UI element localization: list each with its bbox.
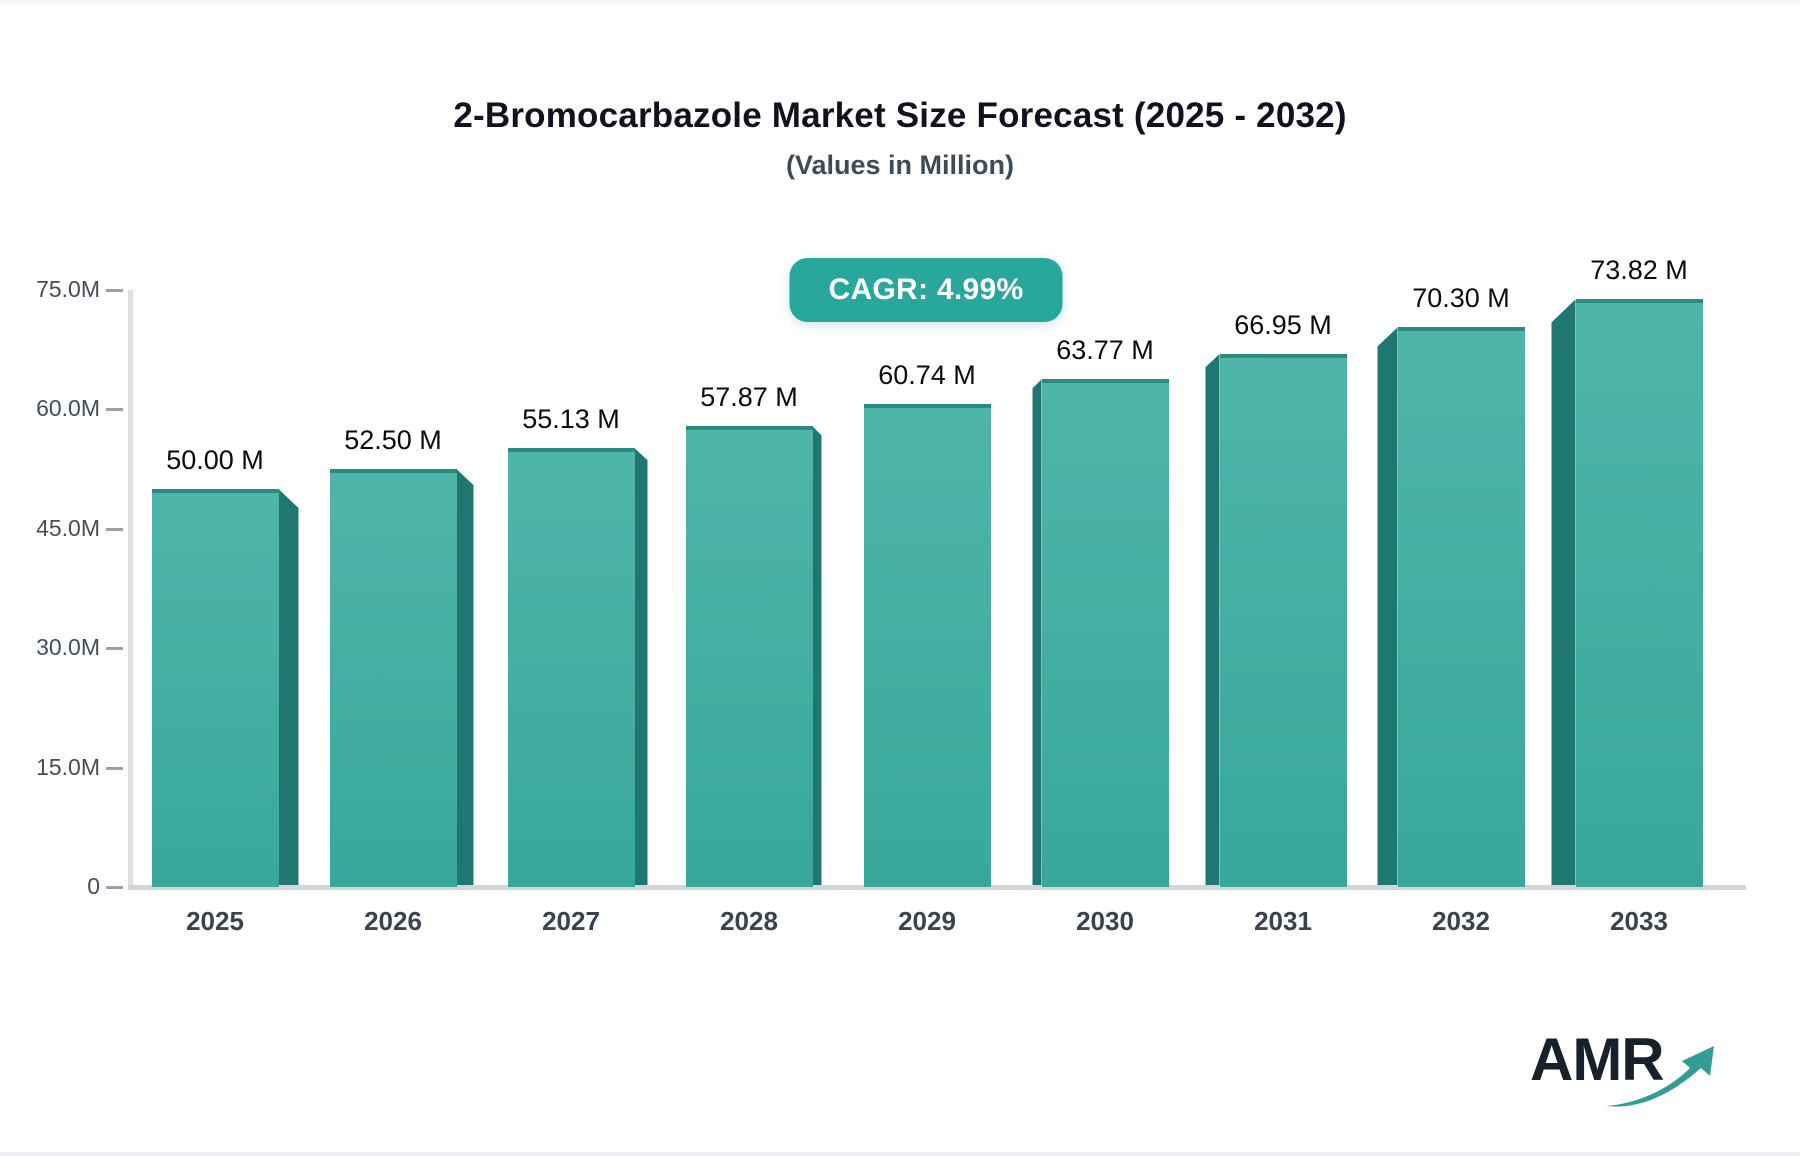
page-bottom-edge bbox=[0, 1152, 1800, 1156]
bar-side-face bbox=[278, 489, 299, 887]
bar-2033[interactable] bbox=[1575, 299, 1703, 887]
cagr-badge-label: CAGR: 4.99% bbox=[828, 273, 1024, 306]
amr-logo-arrow-icon bbox=[1606, 1046, 1714, 1107]
bar-value-label: 60.74 M bbox=[878, 359, 976, 390]
y-axis-tick bbox=[106, 289, 123, 292]
y-axis-line bbox=[128, 290, 133, 890]
bar-value-label: 66.95 M bbox=[1234, 310, 1332, 341]
bar-2030[interactable] bbox=[1041, 379, 1169, 887]
bar-side-face bbox=[812, 426, 822, 887]
bar-side-face bbox=[456, 469, 474, 887]
x-axis-label: 2030 bbox=[1076, 906, 1134, 936]
y-axis-label: 30.0M bbox=[36, 634, 100, 661]
cagr-badge: CAGR: 4.99% bbox=[789, 258, 1063, 322]
bar-2025[interactable] bbox=[151, 489, 279, 887]
chart-subtitle: (Values in Million) bbox=[785, 150, 1015, 180]
bar-value-label: 57.87 M bbox=[700, 382, 798, 413]
bar-2029[interactable] bbox=[863, 403, 991, 887]
y-axis-tick bbox=[106, 527, 123, 531]
x-axis-label: 2032 bbox=[1432, 906, 1490, 936]
bar-side-face bbox=[634, 448, 648, 887]
x-axis-label: 2029 bbox=[898, 906, 956, 936]
bar-2032[interactable] bbox=[1397, 327, 1525, 887]
bar-2028[interactable] bbox=[685, 426, 813, 887]
bar-value-label: 73.82 M bbox=[1590, 255, 1688, 286]
bar-2027[interactable] bbox=[507, 448, 635, 887]
y-axis-label: 15.0M bbox=[36, 753, 100, 780]
bar-value-label: 50.00 M bbox=[166, 445, 264, 475]
bar-value-label: 55.13 M bbox=[522, 404, 620, 435]
bar-side-face bbox=[1205, 354, 1220, 887]
bar-2026[interactable] bbox=[329, 469, 457, 887]
bar-value-label: 70.30 M bbox=[1412, 283, 1510, 314]
y-axis-label: 75.0M bbox=[36, 276, 100, 302]
y-axis-tick bbox=[106, 766, 123, 770]
x-axis-label: 2033 bbox=[1610, 906, 1668, 936]
bar-side-face bbox=[1551, 299, 1576, 887]
y-axis-label: 45.0M bbox=[36, 514, 100, 541]
page-top-edge bbox=[0, 0, 1800, 5]
x-axis-line bbox=[128, 885, 1746, 890]
bar-2031[interactable] bbox=[1219, 354, 1347, 887]
amr-logo-text: AMR bbox=[1530, 1026, 1665, 1093]
y-axis-tick bbox=[106, 408, 123, 412]
x-axis-label: 2025 bbox=[186, 906, 244, 936]
x-axis-label: 2031 bbox=[1254, 906, 1312, 936]
chart-title: 2-Bromocarbazole Market Size Forecast (2… bbox=[453, 96, 1347, 135]
bar-side-face bbox=[1032, 379, 1042, 887]
x-axis-label: 2028 bbox=[720, 906, 778, 936]
bar-value-label: 52.50 M bbox=[344, 425, 442, 456]
amr-logo: AMR bbox=[1530, 1030, 1730, 1120]
y-axis-label: 0 bbox=[87, 873, 100, 899]
y-axis-tick bbox=[106, 647, 123, 651]
y-axis-tick bbox=[106, 886, 123, 889]
x-axis-label: 2027 bbox=[542, 906, 600, 936]
bar-value-label: 63.77 M bbox=[1056, 335, 1154, 366]
y-axis-label: 60.0M bbox=[36, 395, 100, 422]
bar-side-face bbox=[1377, 327, 1398, 887]
x-axis-label: 2026 bbox=[364, 906, 422, 936]
